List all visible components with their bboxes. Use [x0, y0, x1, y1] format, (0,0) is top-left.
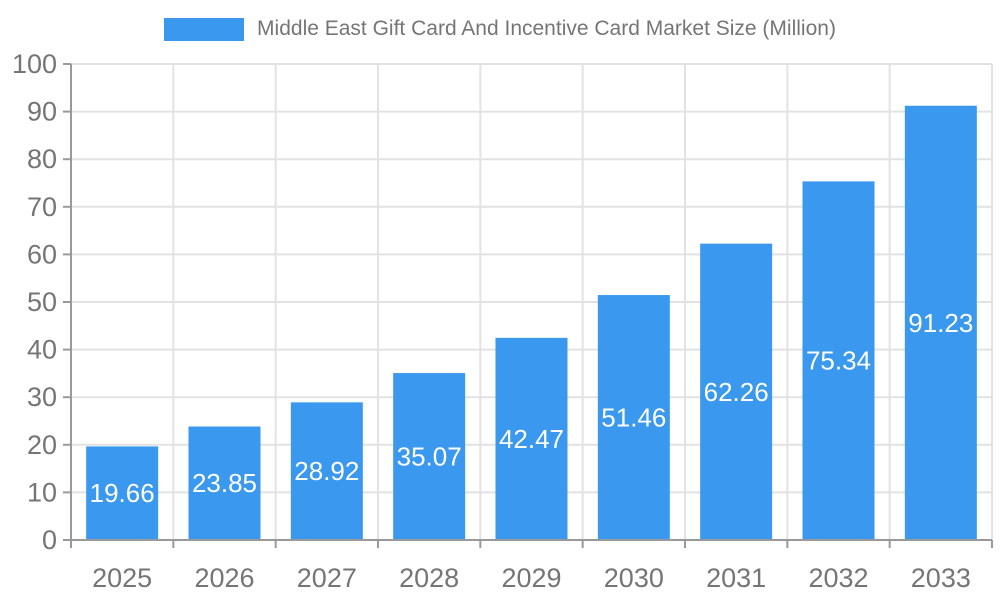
y-tick-label: 80 [27, 144, 57, 174]
legend-label: Middle East Gift Card And Incentive Card… [257, 17, 836, 40]
bar-value-label: 91.23 [908, 308, 973, 338]
bar-value-label: 23.85 [192, 468, 257, 498]
y-tick-label: 20 [27, 430, 57, 460]
y-tick-label: 0 [42, 525, 57, 555]
bar-2030[interactable] [597, 295, 670, 540]
x-tick-label: 2031 [706, 563, 766, 593]
y-tick-label: 40 [27, 335, 57, 365]
y-tick-label: 100 [12, 49, 57, 79]
x-tick-label: 2033 [911, 563, 971, 593]
x-tick-label: 2026 [194, 563, 254, 593]
bar-2028[interactable] [393, 373, 466, 540]
bar-2032[interactable] [802, 181, 875, 541]
x-tick-label: 2028 [399, 563, 459, 593]
bars-layer: 19.66 23.85 28.92 35.07 42.47 51.46 62.26 75.34… [86, 105, 977, 541]
y-tick-label: 50 [27, 287, 57, 317]
legend-swatch [164, 17, 245, 41]
bar-2025[interactable] [86, 446, 159, 540]
bar-value-label: 51.46 [601, 403, 666, 433]
bar-value-label: 19.66 [90, 478, 155, 508]
x-tick-label: 2025 [92, 563, 152, 593]
x-tick-label: 2029 [501, 563, 561, 593]
bar-value-label: 42.47 [499, 424, 564, 454]
x-tick-label: 2027 [297, 563, 357, 593]
grid-layer [71, 63, 993, 540]
y-tick-label: 10 [27, 477, 57, 507]
x-tick-label: 2030 [604, 563, 664, 593]
y-tick-label: 70 [27, 192, 57, 222]
bar-value-label: 35.07 [397, 442, 462, 472]
y-tick-label: 60 [27, 239, 57, 269]
bar-2026[interactable] [188, 426, 261, 540]
bar-2029[interactable] [495, 337, 568, 540]
axes-layer [63, 63, 993, 548]
x-tick-label: 2032 [808, 563, 868, 593]
y-tick-label: 90 [27, 97, 57, 127]
bar-value-label: 28.92 [294, 456, 359, 486]
bar-value-label: 62.26 [704, 377, 769, 407]
bar-2027[interactable] [290, 402, 363, 540]
chart-legend[interactable]: Middle East Gift Card And Incentive Card… [0, 17, 1000, 41]
bar-2033[interactable] [904, 105, 977, 540]
bar-2031[interactable] [700, 243, 773, 540]
bar-value-label: 75.34 [806, 346, 871, 376]
y-tick-label: 30 [27, 382, 57, 412]
